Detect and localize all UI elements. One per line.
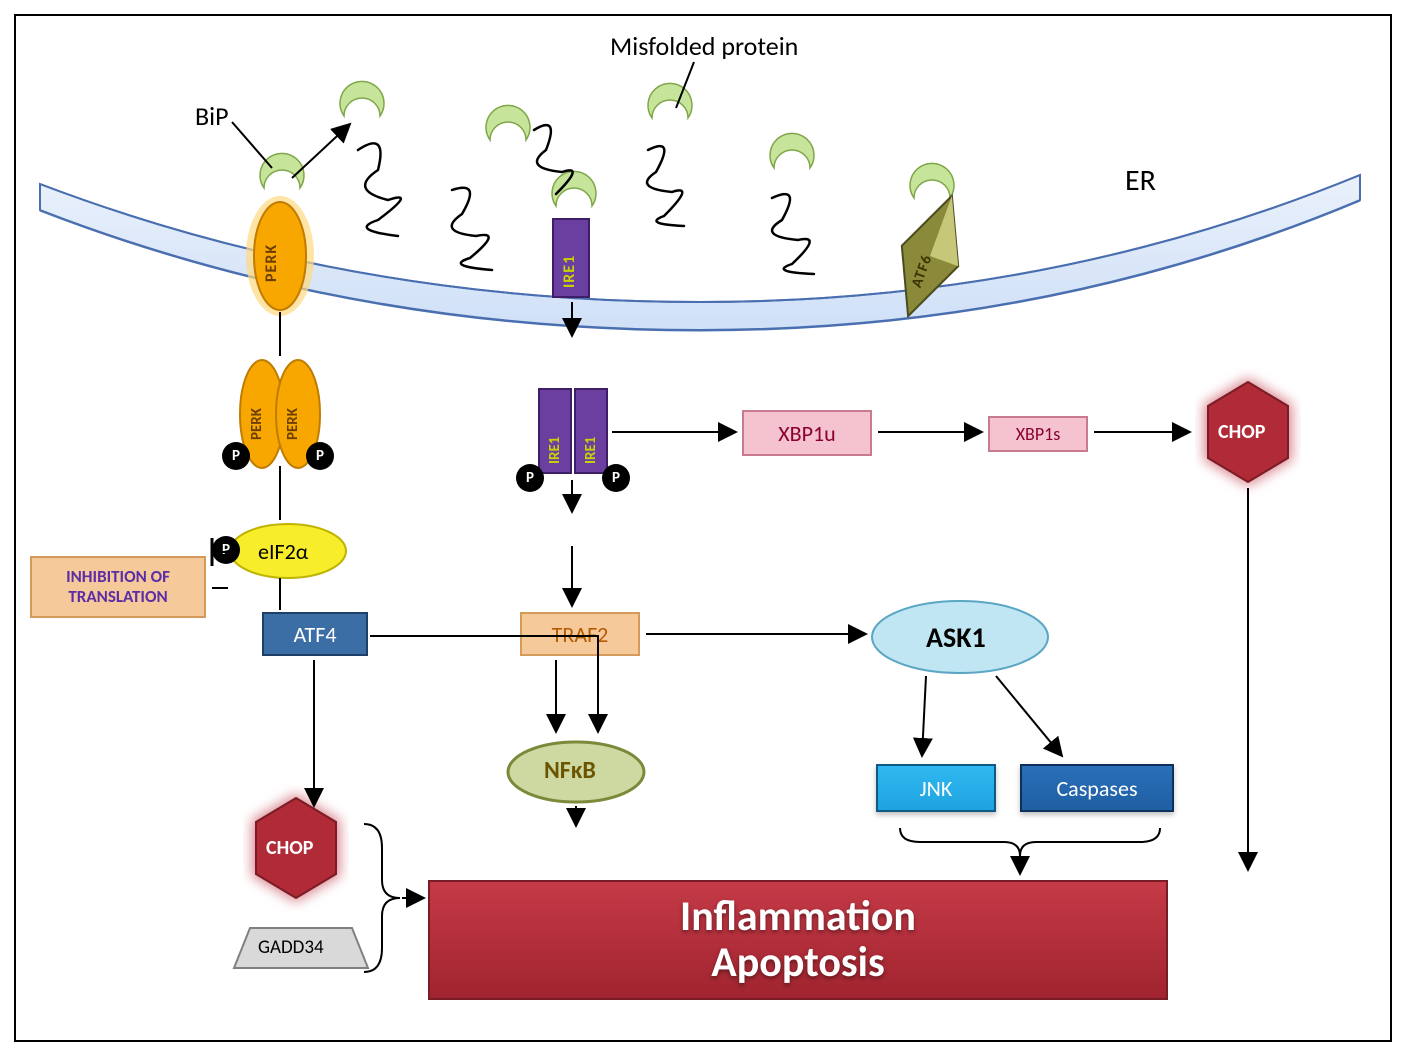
caspases-box: Caspases <box>1020 764 1174 812</box>
misfolded-label: Misfolded protein <box>610 30 798 62</box>
ire1-membrane-label: IRE1 <box>560 255 579 288</box>
p-badge-icon: P <box>516 464 544 492</box>
inhibition-box: INHIBITION OF TRANSLATION <box>30 556 206 618</box>
nfkb-label: NFκB <box>544 756 596 785</box>
ire1-dimer-left-label: IRE1 <box>546 437 564 464</box>
p-badge-icon: P <box>602 464 630 492</box>
xbp1u-box: XBP1u <box>742 410 872 456</box>
ire1-dimer-right-label: IRE1 <box>582 437 600 464</box>
xbp1u-text: XBP1u <box>778 420 835 447</box>
chop-left-label: CHOP <box>266 836 313 860</box>
chop-right-label: CHOP <box>1218 420 1265 444</box>
perk-dimer-right-label: PERK <box>284 408 302 440</box>
outcome-line2: Apoptosis <box>711 940 885 986</box>
ask1-label: ASK1 <box>926 620 986 655</box>
traf2-text: TRAF2 <box>552 621 609 648</box>
xbp1s-box: XBP1s <box>988 416 1088 452</box>
eif2a-label: eIF2α <box>258 538 308 565</box>
gadd34-label: GADD34 <box>258 936 324 959</box>
atf4-box: ATF4 <box>262 612 368 656</box>
perk-membrane-label: PERK <box>262 244 281 282</box>
jnk-box: JNK <box>876 764 996 812</box>
perk-dimer-left-label: PERK <box>248 408 266 440</box>
p-badge-icon: P <box>306 442 334 470</box>
inhibition-text: INHIBITION OF TRANSLATION <box>66 567 170 606</box>
outcome-line1: Inflammation <box>680 894 916 940</box>
p-badge-icon: P <box>212 536 240 564</box>
xbp1s-text: XBP1s <box>1016 423 1061 445</box>
caspases-text: Caspases <box>1056 775 1137 802</box>
outcome-box: Inflammation Apoptosis <box>428 880 1168 1000</box>
bip-label: BiP <box>195 100 229 132</box>
traf2-box: TRAF2 <box>520 612 640 656</box>
p-badge-icon: P <box>222 442 250 470</box>
atf4-text: ATF4 <box>294 621 337 648</box>
er-label: ER <box>1125 162 1156 199</box>
jnk-text: JNK <box>920 775 953 802</box>
